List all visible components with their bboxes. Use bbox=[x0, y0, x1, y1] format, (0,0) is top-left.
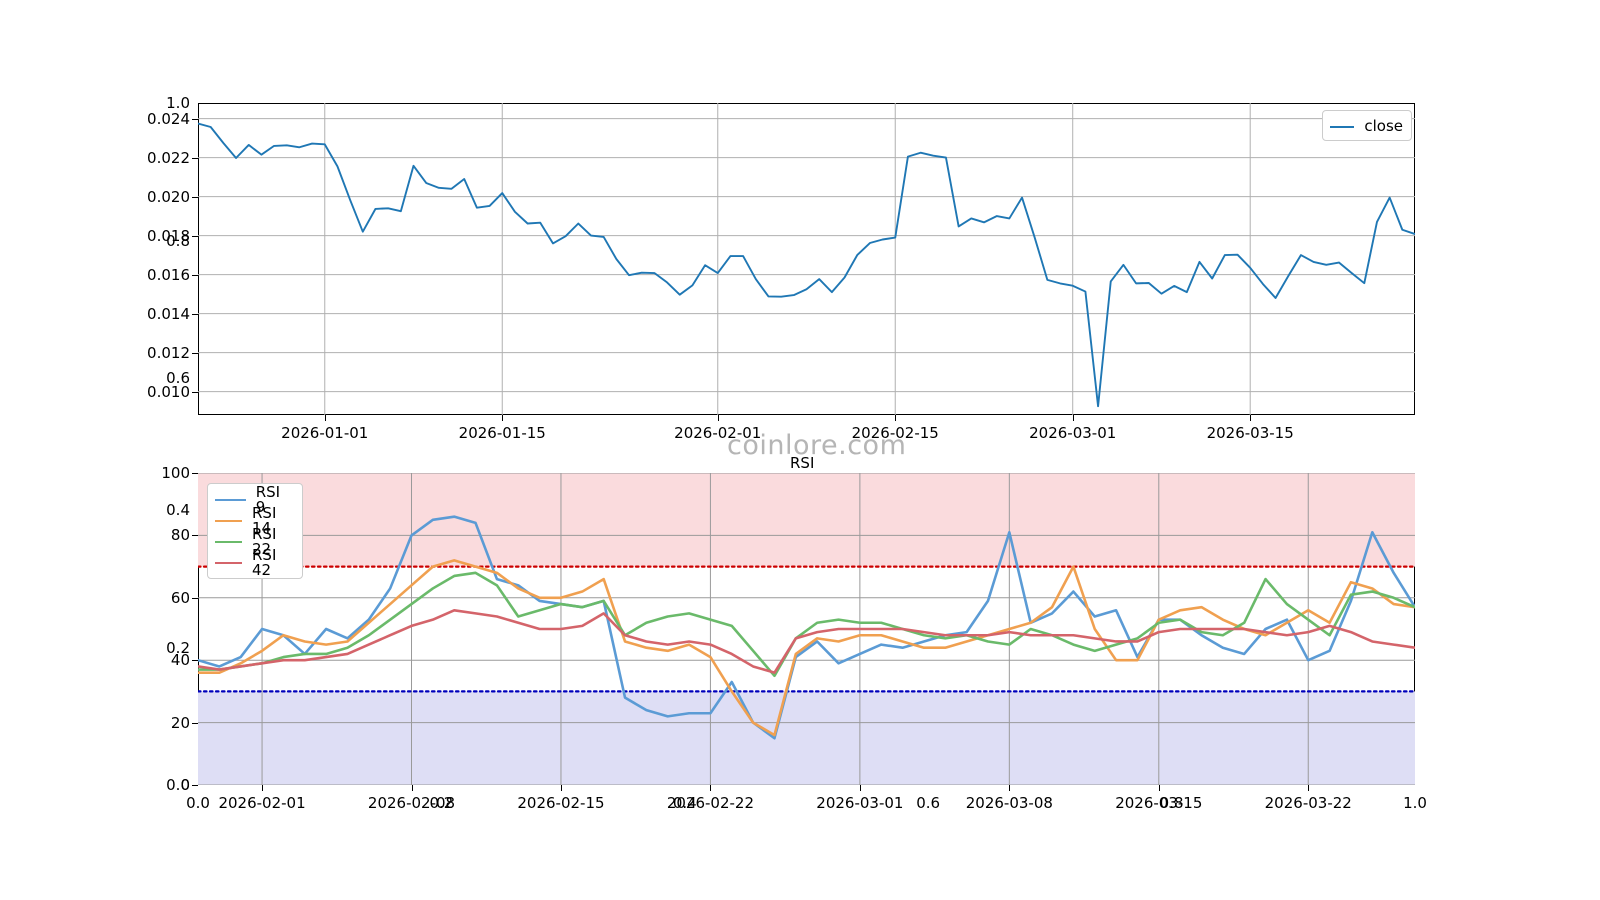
rsi-legend-item[interactable]: RSI 22 bbox=[215, 526, 294, 556]
rsi-y-tick-label: 40 bbox=[170, 651, 190, 670]
rsi-y-tick-label-phantom: 0.4 bbox=[166, 501, 190, 519]
rsi-y-tick-label: 100 bbox=[161, 464, 190, 482]
rsi-title: RSI bbox=[790, 454, 815, 472]
price-y-tick-label: 0.020 bbox=[147, 187, 190, 206]
price-y-tick bbox=[192, 391, 198, 393]
price-x-tick bbox=[1250, 415, 1252, 421]
rsi-legend[interactable]: RSI 9 RSI 14 RSI 22 RSI 42 bbox=[207, 483, 303, 579]
price-x-tick bbox=[1072, 415, 1074, 421]
rsi-x-tick bbox=[262, 785, 264, 791]
rsi-x-tick-label-phantom: 1.0 bbox=[1403, 794, 1427, 812]
price-y-tick-label: 0.014 bbox=[147, 304, 190, 323]
rsi-legend-label: RSI 22 bbox=[252, 524, 277, 558]
price-y-tick-label: 0.012 bbox=[147, 343, 190, 362]
rsi-y-tick bbox=[192, 660, 198, 662]
price-x-tick bbox=[502, 415, 504, 421]
rsi-x-tick-label-phantom: 0.8 bbox=[1159, 794, 1184, 812]
legend-line-icon bbox=[1330, 125, 1355, 128]
rsi-x-tick-label: 2026-02-22 bbox=[666, 794, 754, 812]
rsi-y-tick-label: 20 bbox=[170, 713, 190, 732]
price-x-tick bbox=[895, 415, 897, 421]
price-x-tick-label: 2026-02-01 bbox=[674, 424, 762, 442]
price-plot-area bbox=[198, 103, 1415, 415]
rsi-x-tick-label: 2026-03-15 bbox=[1115, 794, 1203, 812]
rsi-x-tick-label-phantom: 0.4 bbox=[672, 794, 697, 812]
rsi-legend-item[interactable]: RSI 9 bbox=[215, 484, 294, 514]
price-y-tick bbox=[192, 274, 198, 276]
rsi-y-tick-label: 60 bbox=[170, 588, 190, 607]
rsi-x-tick bbox=[560, 785, 562, 791]
price-y-tick-label: 0.016 bbox=[147, 265, 190, 284]
rsi-x-tick-label: 2026-03-01 bbox=[816, 794, 904, 812]
price-y-tick bbox=[192, 352, 198, 354]
rsi-y-tick bbox=[192, 535, 198, 537]
price-x-tick-label: 2026-03-15 bbox=[1206, 424, 1294, 442]
price-x-tick-label: 2026-01-15 bbox=[458, 424, 546, 442]
price-y-tick bbox=[192, 235, 198, 237]
rsi-x-tick bbox=[710, 785, 712, 791]
rsi-x-tick-label: 2026-03-08 bbox=[965, 794, 1053, 812]
rsi-y-tick bbox=[192, 597, 198, 599]
price-x-tick-label: 2026-01-01 bbox=[281, 424, 369, 442]
rsi-x-tick-label: 2026-03-22 bbox=[1264, 794, 1352, 812]
rsi-y-tick-label-phantom: 0.0 bbox=[166, 776, 190, 794]
rsi-plot-area bbox=[198, 473, 1415, 785]
rsi-x-tick-label: 2026-02-01 bbox=[218, 794, 306, 812]
price-y-tick-label-phantom: 1.0 bbox=[166, 94, 190, 112]
rsi-x-tick bbox=[1158, 785, 1160, 791]
legend-line-icon bbox=[215, 540, 242, 543]
price-y-tick-label-phantom: 0.8 bbox=[166, 232, 190, 250]
rsi-x-tick bbox=[411, 785, 413, 791]
rsi-legend-label: RSI 42 bbox=[252, 545, 277, 579]
legend-line-icon bbox=[215, 498, 246, 501]
price-y-tick-label: 0.010 bbox=[147, 382, 190, 401]
price-x-tick-label: 2026-02-15 bbox=[851, 424, 939, 442]
rsi-x-tick bbox=[859, 785, 861, 791]
price-y-tick-label-phantom: 0.6 bbox=[166, 369, 190, 387]
rsi-y-tick bbox=[192, 785, 198, 786]
price-y-tick bbox=[192, 313, 198, 315]
rsi-y-tick-label: 0 bbox=[180, 776, 190, 794]
rsi-y-tick bbox=[192, 722, 198, 724]
rsi-x-tick bbox=[1308, 785, 1310, 791]
watermark: coinlore.com bbox=[727, 430, 907, 461]
price-y-tick bbox=[192, 118, 198, 120]
price-legend-label: close bbox=[1364, 117, 1403, 135]
rsi-legend-label: RSI 14 bbox=[252, 503, 277, 537]
rsi-legend-item[interactable]: RSI 14 bbox=[215, 505, 294, 535]
price-y-tick bbox=[192, 196, 198, 198]
price-y-tick-label: 0.024 bbox=[147, 109, 190, 128]
rsi-x-tick-label-phantom: 0.0 bbox=[186, 794, 210, 812]
price-x-tick bbox=[324, 415, 326, 421]
rsi-y-tick-label: 80 bbox=[170, 526, 190, 545]
rsi-x-tick-label-phantom: 0.2 bbox=[429, 794, 454, 812]
rsi-y-tick bbox=[192, 473, 198, 474]
rsi-x-tick-label: 2026-02-08 bbox=[367, 794, 456, 812]
rsi-x-tick-label: 2026-02-15 bbox=[517, 794, 605, 812]
price-chart-panel bbox=[198, 103, 1415, 415]
price-y-tick-label: 0.018 bbox=[147, 226, 190, 245]
legend-line-icon bbox=[215, 561, 242, 564]
rsi-legend-item[interactable]: RSI 42 bbox=[215, 547, 294, 577]
rsi-legend-label: RSI 9 bbox=[255, 482, 281, 516]
rsi-x-tick-label-phantom: 0.6 bbox=[916, 794, 941, 812]
price-y-tick-label: 0.022 bbox=[147, 148, 190, 167]
price-y-tick bbox=[192, 157, 198, 159]
rsi-x-tick bbox=[1009, 785, 1011, 791]
price-legend-item[interactable]: close bbox=[1330, 116, 1403, 137]
price-x-tick bbox=[717, 415, 719, 421]
legend-line-icon bbox=[215, 519, 242, 522]
price-x-tick-label: 2026-03-01 bbox=[1029, 424, 1117, 442]
rsi-y-tick-label-phantom: 0.2 bbox=[166, 639, 190, 657]
price-legend[interactable]: close bbox=[1322, 110, 1412, 141]
